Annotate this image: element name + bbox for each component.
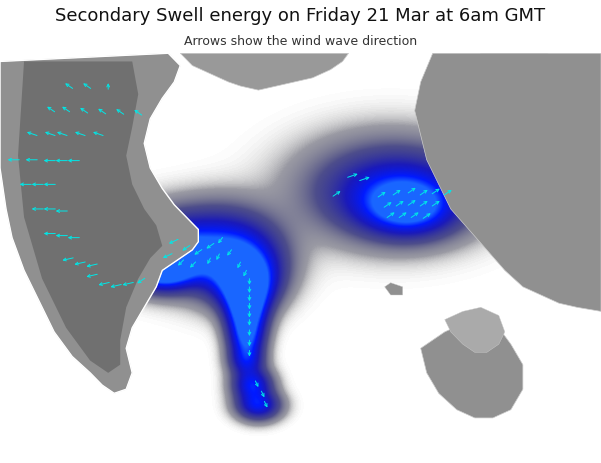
Polygon shape [445,307,505,352]
Polygon shape [385,283,403,295]
Polygon shape [421,319,523,418]
Text: Arrows show the wind wave direction: Arrows show the wind wave direction [184,35,417,48]
Polygon shape [18,62,162,373]
Polygon shape [0,53,198,394]
Polygon shape [475,53,559,102]
Text: Secondary Swell energy on Friday 21 Mar at 6am GMT: Secondary Swell energy on Friday 21 Mar … [55,7,546,25]
Polygon shape [180,53,349,90]
Polygon shape [415,53,601,312]
